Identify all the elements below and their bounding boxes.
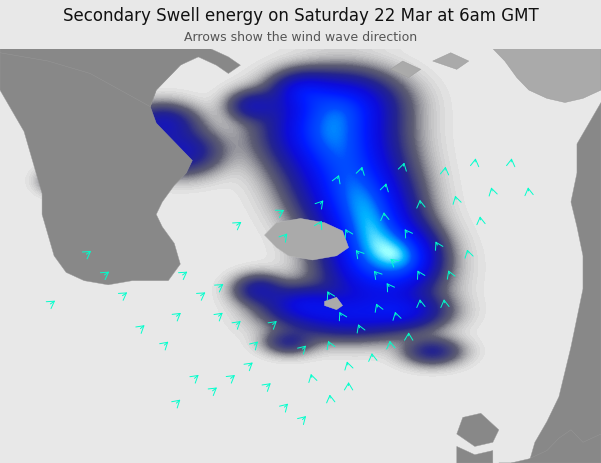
Polygon shape [529,102,601,463]
Polygon shape [493,49,601,102]
Polygon shape [264,219,349,260]
Polygon shape [0,49,240,106]
Polygon shape [325,297,343,310]
Text: Secondary Swell energy on Saturday 22 Mar at 6am GMT: Secondary Swell energy on Saturday 22 Ma… [63,6,538,25]
Polygon shape [499,430,601,463]
Text: Arrows show the wind wave direction: Arrows show the wind wave direction [184,31,417,44]
Polygon shape [391,61,421,78]
Polygon shape [0,49,210,285]
Polygon shape [457,446,493,463]
Polygon shape [433,53,469,69]
Polygon shape [457,413,499,446]
